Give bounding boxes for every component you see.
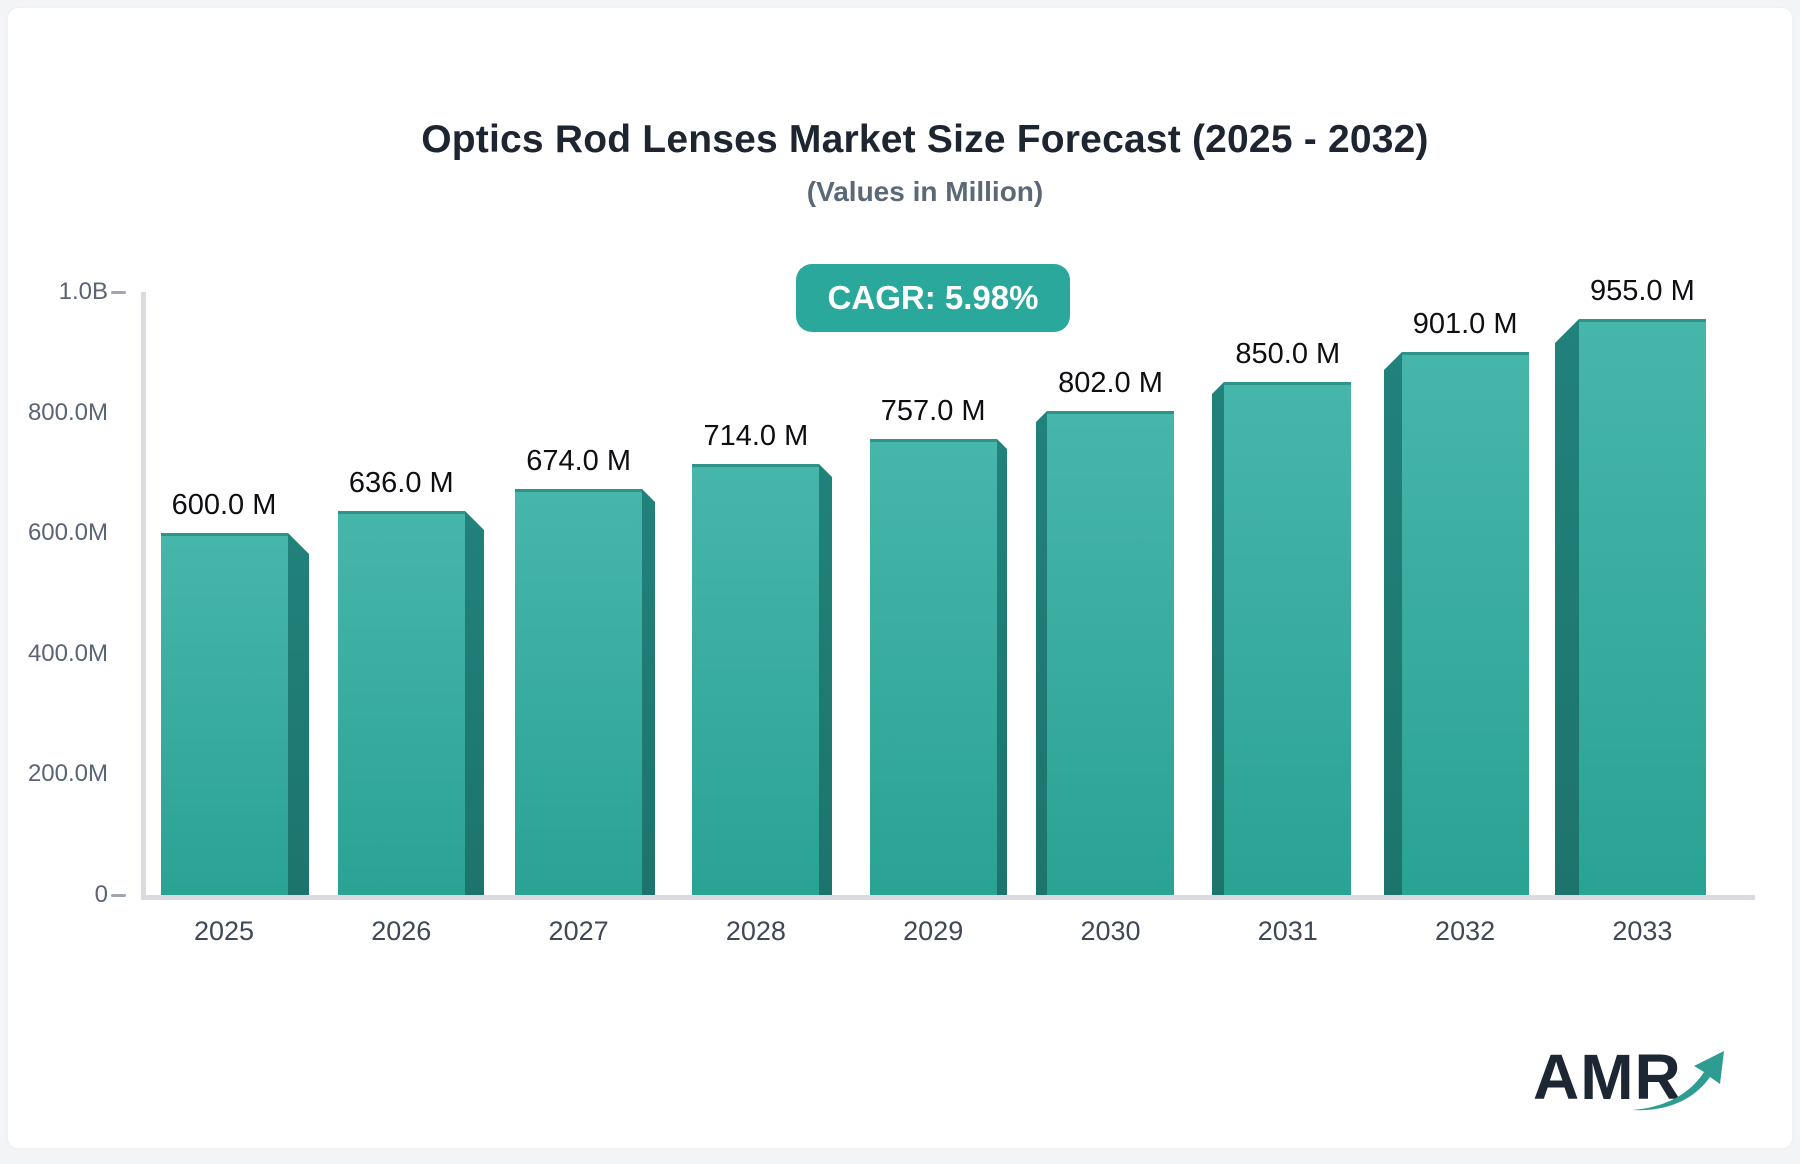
chart-card: Optics Rod Lenses Market Size Forecast (… — [8, 8, 1792, 1148]
x-axis-baseline — [141, 895, 1755, 900]
bar-3d-side — [1555, 319, 1579, 895]
x-axis-label: 2031 — [1257, 916, 1318, 946]
x-axis-label: 2029 — [903, 916, 964, 946]
bar — [692, 464, 819, 895]
amr-logo-text: AMR — [1533, 1041, 1682, 1113]
y-axis-label: 600.0M — [27, 519, 108, 547]
cagr-badge-label: CAGR: 5.98% — [827, 279, 1039, 316]
chart-subtitle: (Values in Million) — [806, 176, 1044, 207]
bar-chart-plot-area: 0 200.0M 400.0M 600.0M 800.0M 1.0B 600.0 M 2025… — [8, 8, 1800, 1164]
y-axis-label: 1.0B — [58, 278, 108, 305]
bar-value-label: 955.0 M — [1589, 275, 1695, 307]
bar-3d-side — [465, 511, 484, 895]
y-axis-label: 800.0M — [27, 398, 108, 426]
x-axis-label: 2025 — [193, 916, 255, 946]
bar-3d-side — [819, 464, 832, 895]
x-axis-label: 2032 — [1435, 916, 1496, 946]
bar-3d-side — [1384, 352, 1402, 895]
bar — [1402, 352, 1529, 895]
y-axis-line — [141, 292, 146, 900]
bar — [1224, 382, 1351, 895]
chart-title: Optics Rod Lenses Market Size Forecast (… — [421, 118, 1429, 161]
bar — [1579, 319, 1706, 895]
bar-value-label: 714.0 M — [703, 420, 809, 452]
growth-arrow-icon — [1628, 1046, 1733, 1123]
x-axis-label: 2028 — [725, 916, 786, 946]
y-axis-label: 200.0M — [27, 760, 108, 788]
bar-value-label: 674.0 M — [526, 445, 631, 477]
x-axis-label: 2027 — [548, 916, 609, 946]
bar-3d-side — [1212, 382, 1224, 895]
bar-value-label: 901.0 M — [1412, 308, 1518, 340]
bar-value-label: 850.0 M — [1235, 338, 1341, 370]
bar-value-label: 600.0 M — [171, 489, 277, 521]
bar — [870, 439, 997, 895]
bar-value-label: 802.0 M — [1058, 367, 1163, 399]
bar-3d-side — [997, 439, 1007, 895]
y-axis-label: 400.0M — [27, 639, 108, 667]
bar — [1047, 411, 1174, 895]
x-axis-label: 2030 — [1080, 916, 1141, 946]
x-axis-label: 2033 — [1612, 916, 1673, 946]
y-axis-label: 0 — [94, 881, 108, 908]
y-axis-tick — [111, 894, 126, 897]
y-axis-tick — [111, 291, 126, 294]
bar — [161, 533, 288, 895]
x-axis-label: 2026 — [371, 916, 432, 946]
bar-3d-side — [288, 533, 309, 895]
bar-value-label: 757.0 M — [880, 395, 986, 427]
bar-3d-side — [1036, 411, 1047, 895]
bar-3d-side — [642, 489, 655, 895]
bar — [338, 511, 465, 895]
cagr-badge: CAGR: 5.98% — [796, 264, 1070, 332]
bar-value-label: 636.0 M — [348, 467, 454, 499]
amr-logo: AMR — [1533, 1040, 1733, 1120]
bar — [515, 489, 642, 895]
